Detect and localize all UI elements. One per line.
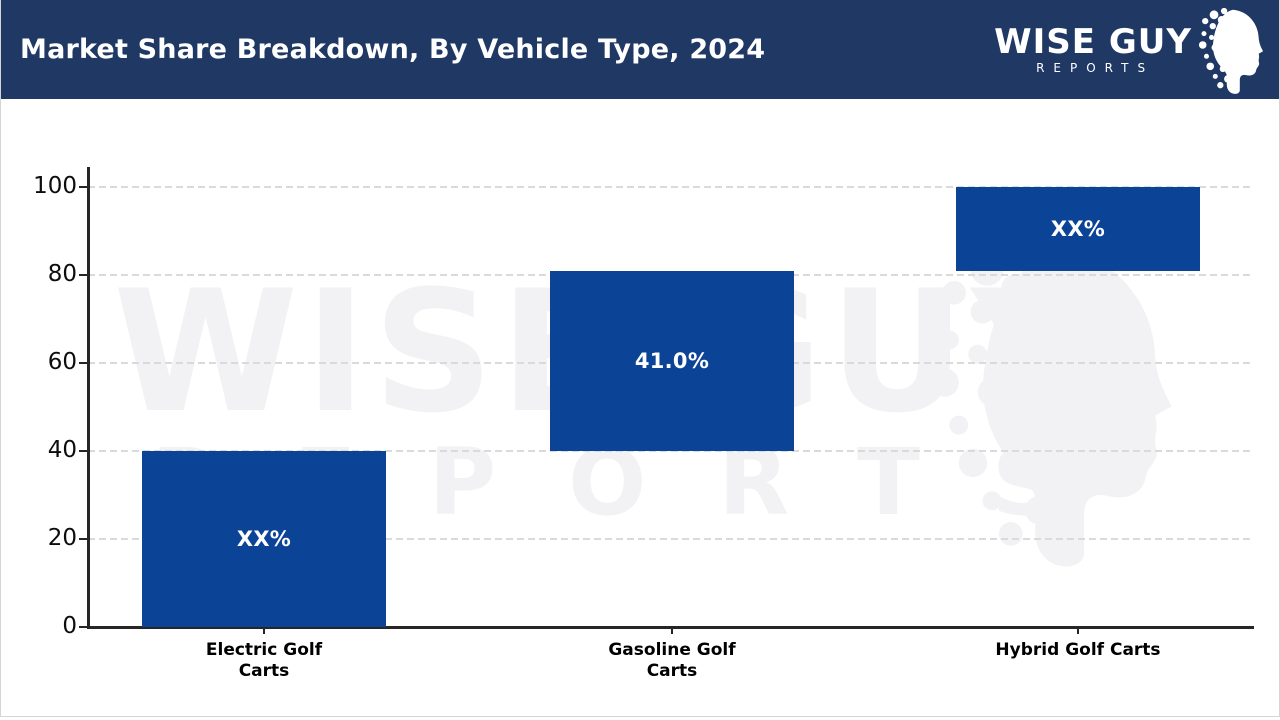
bar: XX% (142, 451, 386, 627)
y-tick-label: 60 (47, 349, 77, 375)
y-tick-label: 20 (47, 525, 77, 551)
watermark-head-icon (921, 229, 1181, 578)
y-tick-label: 0 (62, 613, 77, 639)
y-tick (79, 625, 88, 629)
grid-line (88, 186, 1254, 188)
page-title: Market Share Breakdown, By Vehicle Type,… (20, 34, 766, 65)
bar: 41.0% (550, 270, 794, 451)
wiseguy-logo: WISE GUY REPORTS (994, 6, 1268, 94)
y-tick (79, 449, 88, 453)
y-tick-label: 100 (33, 173, 77, 199)
y-tick-label: 40 (47, 437, 77, 463)
grid-line (88, 538, 1254, 540)
x-tick (262, 627, 266, 634)
y-tick (79, 273, 88, 277)
bar-value-label: XX% (236, 527, 292, 551)
header-bar: Market Share Breakdown, By Vehicle Type,… (1, 0, 1279, 99)
y-axis-line (87, 167, 90, 629)
logo-brand-sub: REPORTS (1036, 61, 1155, 75)
x-axis-line (87, 626, 1254, 629)
x-tick (670, 627, 674, 634)
y-tick (79, 185, 88, 189)
bar: XX% (956, 187, 1200, 271)
x-category-label: Electric Golf Carts (205, 640, 323, 681)
bar-value-label: 41.0% (634, 348, 710, 373)
wiseguy-logo-text: WISE GUY REPORTS (994, 24, 1192, 75)
chart-plot-area: WISE GUY REPORTS 0 20 40 60 80 100 XX% Electric… (1, 99, 1279, 716)
logo-brand-name: WISE GUY (994, 22, 1192, 62)
x-category-label: Hybrid Golf Carts (995, 640, 1161, 660)
y-tick (79, 361, 88, 365)
x-category-label: Gasoline Golf Carts (608, 640, 736, 681)
wiseguy-head-icon (1194, 6, 1268, 94)
x-tick (1076, 627, 1080, 634)
y-tick (79, 537, 88, 541)
y-tick-label: 80 (47, 261, 77, 287)
grid-line (88, 450, 1254, 452)
bar-value-label: XX% (1050, 216, 1106, 241)
